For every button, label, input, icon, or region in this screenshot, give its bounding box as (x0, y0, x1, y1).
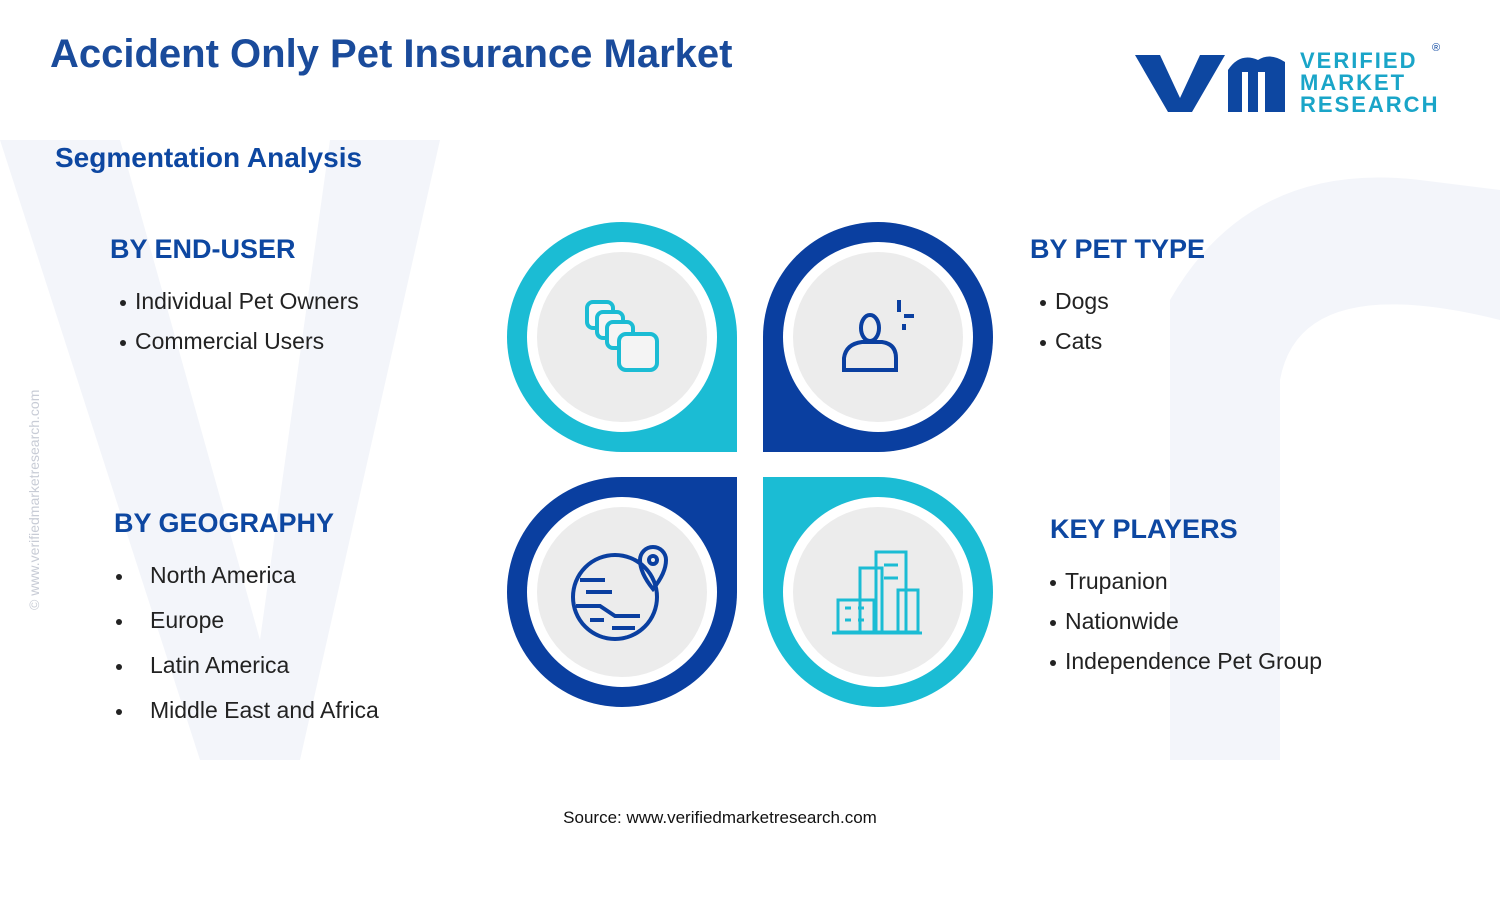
title: Accident Only Pet Insurance Market (50, 32, 733, 76)
segment-item: Individual Pet Owners (120, 281, 359, 321)
logo-line: RESEARCH (1300, 92, 1440, 117)
segment: BY END-USER Individual Pet Owners Commer… (110, 234, 359, 361)
subtitle: Segmentation Analysis (55, 142, 363, 173)
segment-item: Commercial Users (120, 321, 359, 361)
segment-item: Cats (1040, 321, 1205, 361)
segment-list: Dogs Cats (1040, 281, 1205, 361)
watermark: © www.verifiedmarketresearch.com (26, 389, 42, 610)
segment-item: Middle East and Africa (116, 688, 379, 733)
segment-item: Europe (116, 598, 379, 643)
segment: KEY PLAYERS Trupanion Nationwide Indepen… (1050, 514, 1322, 681)
segment-heading: BY GEOGRAPHY (114, 508, 335, 538)
segment-item: Trupanion (1050, 561, 1322, 601)
segment-heading: BY PET TYPE (1030, 234, 1206, 264)
segment-heading: BY END-USER (110, 234, 296, 264)
segment: BY GEOGRAPHY North America Europe Latin … (114, 508, 379, 733)
logo-line: MARKET (1300, 70, 1407, 95)
logo-registered: ® (1432, 42, 1441, 54)
segment: BY PET TYPE Dogs Cats (1030, 234, 1205, 361)
logo-text: VERIFIED MARKET RESEARCH (1300, 50, 1439, 116)
segment-item: Nationwide (1050, 601, 1322, 641)
source: Source: www.verifiedmarketresearch.com (563, 808, 877, 827)
segment-item: Latin America (116, 643, 379, 688)
segment-list: Individual Pet Owners Commercial Users (120, 281, 359, 361)
segment-item: Independence Pet Group (1050, 641, 1322, 681)
segment-heading: KEY PLAYERS (1050, 514, 1238, 544)
segment-list: Trupanion Nationwide Independence Pet Gr… (1050, 561, 1322, 681)
segment-list: North America Europe Latin America Middl… (116, 553, 379, 733)
segment-item: North America (116, 553, 379, 598)
logo-line: VERIFIED (1300, 48, 1418, 73)
segment-item: Dogs (1040, 281, 1205, 321)
